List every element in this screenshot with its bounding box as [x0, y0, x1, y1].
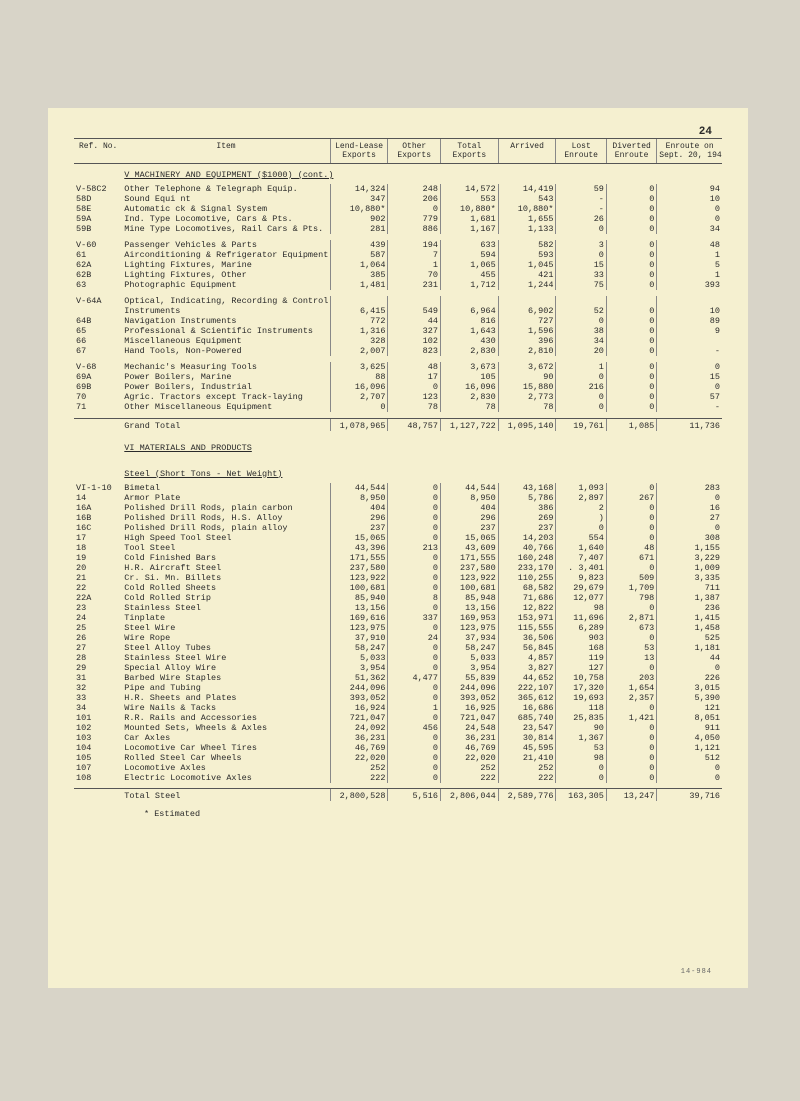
table-row: 69BPower Boilers, Industrial16,096016,09… — [74, 382, 722, 392]
table-row: 16CPolished Drill Rods, plain alloy23702… — [74, 523, 722, 533]
table-row: 105Rolled Steel Car Wheels22,020022,0202… — [74, 753, 722, 763]
col-header: Lend-LeaseExports — [330, 139, 388, 164]
table-row: 58DSound Equi nt347206553543-010 — [74, 194, 722, 204]
col-header: Item — [122, 139, 330, 164]
table-row: 107Locomotive Axles2520252252000 — [74, 763, 722, 773]
table-row: V-64AOptical, Indicating, Recording & Co… — [74, 296, 722, 306]
col-header: OtherExports — [388, 139, 441, 164]
table-row: V-58C2Other Telephone & Telegraph Equip.… — [74, 184, 722, 194]
table-row: VI-1-10Bimetal44,544044,54443,1681,09302… — [74, 483, 722, 493]
table-row: 103Car Axles36,231036,23130,8141,36704,0… — [74, 733, 722, 743]
table-row: 63Photographic Equipment1,4812311,7121,2… — [74, 280, 722, 290]
main-table: Ref. No.ItemLend-LeaseExportsOtherExport… — [74, 138, 722, 801]
table-row: 23Stainless Steel13,156013,15612,8229802… — [74, 603, 722, 613]
table-row: 58EAutomatic ck & Signal System10,880*01… — [74, 204, 722, 214]
section-heading: V MACHINERY AND EQUIPMENT ($1000) (cont.… — [122, 164, 722, 185]
table-row: 59AInd. Type Locomotive, Cars & Pts.9027… — [74, 214, 722, 224]
table-row: 16APolished Drill Rods, plain carbon4040… — [74, 503, 722, 513]
col-header: Enroute onSept. 20, 1945 — [657, 139, 722, 164]
table-row: 24Tinplate169,616337169,953153,97111,696… — [74, 613, 722, 623]
col-header: Ref. No. — [74, 139, 122, 164]
table-row: 16BPolished Drill Rods, H.S. Alloy296029… — [74, 513, 722, 523]
table-row: 21Cr. Si. Mn. Billets123,9220123,922110,… — [74, 573, 722, 583]
table-row: 59BMine Type Locomotives, Rail Cars & Pt… — [74, 224, 722, 234]
header-row: Ref. No.ItemLend-LeaseExportsOtherExport… — [74, 139, 722, 164]
table-row: 28Stainless Steel Wire5,03305,0334,85711… — [74, 653, 722, 663]
table-row: 32Pipe and Tubing244,0960244,096222,1071… — [74, 683, 722, 693]
table-row: 34Wire Nails & Tacks16,924116,92516,6861… — [74, 703, 722, 713]
page-number: 24 — [699, 126, 712, 138]
document-page: 24 Ref. No.ItemLend-LeaseExportsOtherExp… — [48, 108, 748, 988]
table-row: 22ACold Rolled Strip85,940885,94871,6861… — [74, 593, 722, 603]
table-row: 33H.R. Sheets and Plates393,0520393,0523… — [74, 693, 722, 703]
table-row: 14Armor Plate8,95008,9505,7862,8972670 — [74, 493, 722, 503]
table-row: 31Barbed Wire Staples51,3624,47755,83944… — [74, 673, 722, 683]
table-row: 22Cold Rolled Sheets100,6810100,68168,58… — [74, 583, 722, 593]
table-row: 18Tool Steel43,39621343,60940,7661,64048… — [74, 543, 722, 553]
table-row: 62ALighting Fixtures, Marine1,06411,0651… — [74, 260, 722, 270]
table-row: 20H.R. Aircraft Steel237,5800237,580233,… — [74, 563, 722, 573]
table-row: 62BLighting Fixtures, Other3857045542133… — [74, 270, 722, 280]
table-row: V-60Passenger Vehicles & Parts4391946335… — [74, 240, 722, 250]
table-row: V-68Mechanic's Measuring Tools3,625483,6… — [74, 362, 722, 372]
table-row: 64BNavigation Instruments772448167270089 — [74, 316, 722, 326]
col-header: DivertedEnroute — [606, 139, 656, 164]
doc-number: 14-984 — [681, 968, 712, 976]
table-row: 69APower Boilers, Marine8817105900015 — [74, 372, 722, 382]
table-row: 29Special Alloy Wire3,95403,9543,8271270… — [74, 663, 722, 673]
section-heading: Steel (Short Tons - Net Weight) — [122, 463, 722, 483]
table-row: 17High Speed Tool Steel15,065015,06514,2… — [74, 533, 722, 543]
section-heading: VI MATERIALS AND PRODUCTS — [122, 437, 722, 457]
table-row: 108Electric Locomotive Axles222022222200… — [74, 773, 722, 783]
table-row: 19Cold Finished Bars171,5550171,555160,2… — [74, 553, 722, 563]
col-header: LostEnroute — [556, 139, 606, 164]
table-row: 66Miscellaneous Equipment328102430396340 — [74, 336, 722, 346]
table-row: 101R.R. Rails and Accessories721,0470721… — [74, 713, 722, 723]
table-row: Instruments6,4155496,9646,90252010 — [74, 306, 722, 316]
table-row: 102Mounted Sets, Wheels & Axles24,092456… — [74, 723, 722, 733]
table-row: 61Airconditioning & Refrigerator Equipme… — [74, 250, 722, 260]
table-row: 65Professional & Scientific Instruments1… — [74, 326, 722, 336]
table-row: 71Other Miscellaneous Equipment078787800… — [74, 402, 722, 412]
table-row: 25Steel Wire123,9750123,975115,5556,2896… — [74, 623, 722, 633]
table-row: Grand Total1,078,96548,7571,127,7221,095… — [74, 418, 722, 431]
table-row: 104Locomotive Car Wheel Tires46,769046,7… — [74, 743, 722, 753]
col-header: Arrived — [498, 139, 556, 164]
table-row: 27Steel Alloy Tubes58,247058,24756,84516… — [74, 643, 722, 653]
footnote: * Estimated — [144, 809, 722, 819]
table-row: 26Wire Rope37,9102437,93436,5069030525 — [74, 633, 722, 643]
table-row: 70Agric. Tractors except Track-laying2,7… — [74, 392, 722, 402]
table-row: 67Hand Tools, Non-Powered2,0078232,8302,… — [74, 346, 722, 356]
table-row: Total Steel2,800,5285,5162,806,0442,589,… — [74, 789, 722, 802]
col-header: TotalExports — [440, 139, 498, 164]
